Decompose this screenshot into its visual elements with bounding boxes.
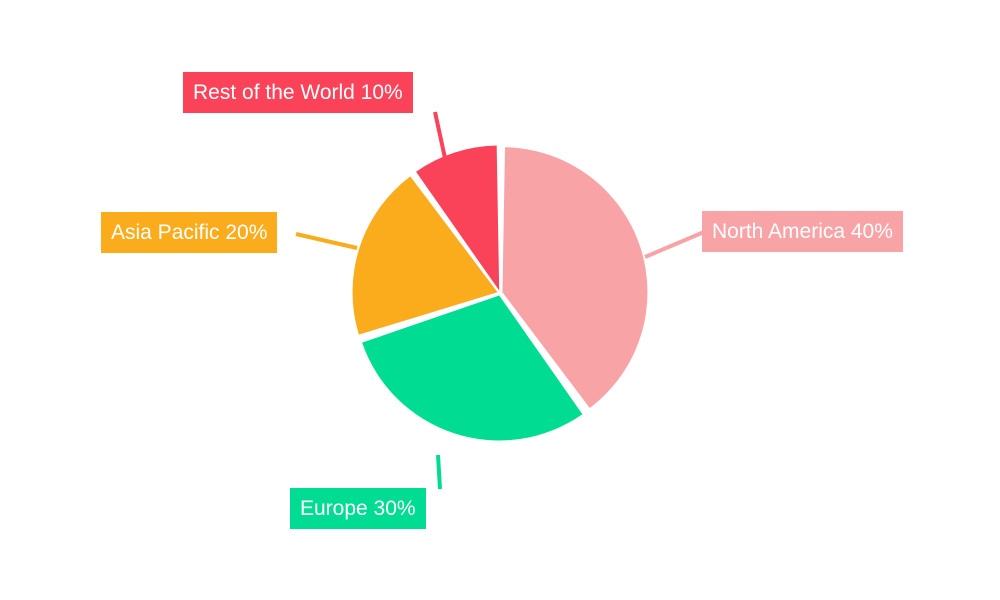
leader-line-europe bbox=[436, 454, 442, 490]
pie-label-europe-text: Europe 30% bbox=[300, 497, 416, 520]
pie-slice-europe[interactable] bbox=[362, 295, 583, 441]
pie-slice-rest-of-world[interactable] bbox=[416, 145, 500, 291]
pie-label-north-america[interactable]: North America 40% bbox=[702, 211, 903, 252]
pie-label-rest-of-world[interactable]: Rest of the World 10% bbox=[183, 72, 413, 113]
pie-slice-asia-pacific[interactable] bbox=[352, 176, 498, 335]
leader-line-asia-pacific bbox=[295, 232, 358, 250]
pie-slices bbox=[352, 145, 648, 441]
pie-label-europe[interactable]: Europe 30% bbox=[290, 488, 426, 529]
pie-label-north-america-text: North America 40% bbox=[712, 220, 893, 243]
pie-label-asia-pacific[interactable]: Asia Pacific 20% bbox=[101, 212, 278, 253]
pie-slice-north-america[interactable] bbox=[502, 147, 648, 408]
leader-line-north-america bbox=[644, 230, 705, 259]
pie-label-asia-pacific-text: Asia Pacific 20% bbox=[111, 221, 268, 244]
pie-label-rest-of-world-text: Rest of the World 10% bbox=[193, 81, 403, 104]
